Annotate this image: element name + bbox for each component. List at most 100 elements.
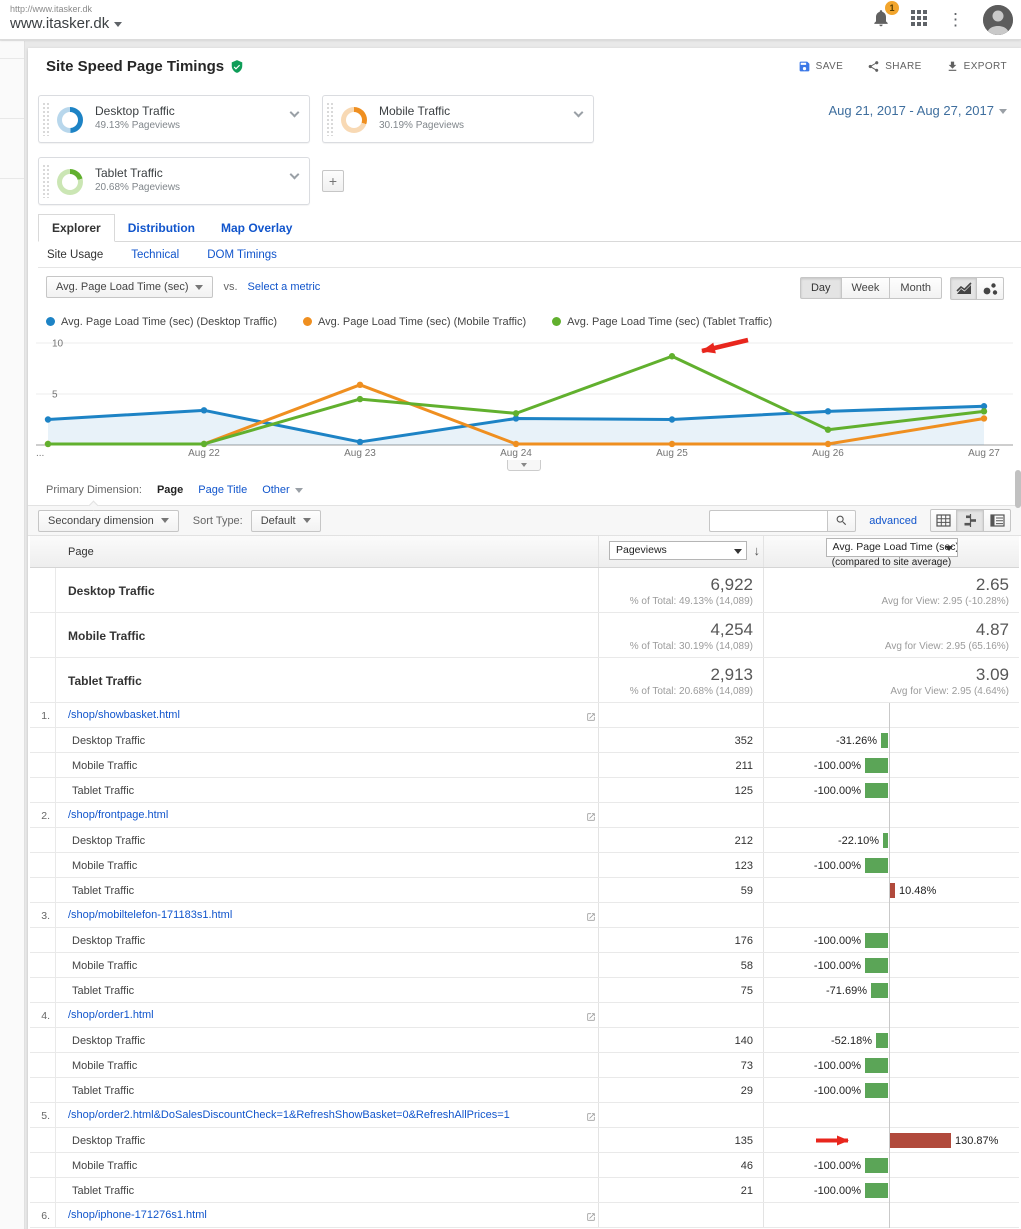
granularity-month-button[interactable]: Month [890, 277, 942, 299]
page-link[interactable]: /shop/order2.html&DoSalesDiscountCheck=1… [68, 1109, 510, 1121]
bar-axis-line [889, 953, 890, 978]
segment-donut-icon [341, 107, 367, 133]
segment-row-name: Tablet Traffic [72, 985, 135, 997]
legend-label: Avg. Page Load Time (sec) (Tablet Traffi… [567, 316, 773, 328]
secondary-dimension-dropdown[interactable]: Secondary dimension [38, 509, 179, 532]
bar-axis-line [889, 778, 890, 803]
line-chart-button[interactable] [950, 277, 977, 300]
vs-label: vs. [223, 281, 238, 293]
page-scrollbar-thumb[interactable] [1015, 470, 1021, 508]
traffic-sub-row: Tablet Traffic 59 10.48% [30, 878, 1019, 903]
pageviews-value: 21 [740, 1185, 753, 1197]
chevron-down-icon [302, 518, 311, 523]
date-range-selector[interactable]: Aug 21, 2017 - Aug 27, 2017 [828, 103, 1007, 118]
share-button[interactable]: SHARE [867, 60, 921, 73]
segment-row-name: Desktop Traffic [72, 935, 146, 947]
open-page-button[interactable] [586, 1209, 596, 1227]
collapsed-sidebar[interactable] [0, 41, 25, 1229]
load-time-metric-select[interactable]: Avg. Page Load Time (sec) [825, 538, 958, 557]
chevron-down-icon[interactable] [573, 107, 584, 118]
delta-value: -100.00% [813, 1060, 861, 1072]
page-link[interactable]: /shop/showbasket.html [68, 709, 180, 721]
delta-value: -100.00% [813, 860, 861, 872]
traffic-sub-row: Tablet Traffic 21 -100.00% [30, 1178, 1019, 1203]
table-search-input[interactable] [709, 509, 828, 532]
delta-value: 130.87% [955, 1135, 999, 1147]
page-link[interactable]: /shop/mobiltelefon-171183s1.html [68, 909, 233, 921]
sort-type-dropdown[interactable]: Default [250, 509, 321, 532]
pivot-view-button[interactable] [984, 509, 1011, 532]
comparison-view-button[interactable] [957, 509, 984, 532]
segment-card-mobile[interactable]: Mobile Traffic 30.19% Pageviews [322, 95, 594, 143]
subtab-site-usage[interactable]: Site Usage [47, 248, 104, 261]
select-metric-link[interactable]: Select a metric [247, 281, 321, 293]
granularity-day-button[interactable]: Day [799, 277, 842, 299]
data-view-button[interactable] [930, 509, 957, 532]
notifications-button[interactable]: 1 [871, 0, 899, 33]
avg-for-view: Avg for View: 2.95 (65.16%) [884, 641, 1009, 652]
segment-row-name: Mobile Traffic [72, 1060, 138, 1072]
open-page-button[interactable] [586, 909, 596, 927]
open-page-button[interactable] [586, 1009, 596, 1027]
page-link[interactable]: /shop/order1.html [68, 1009, 154, 1021]
legend-dot [552, 317, 562, 326]
subtab-dom-timings[interactable]: DOM Timings [207, 248, 277, 261]
drag-handle-icon[interactable] [326, 102, 334, 136]
table-body: Desktop Traffic 6,922 % of Total: 49.13% (… [30, 568, 1019, 1228]
user-avatar[interactable] [983, 5, 1013, 35]
tab-map-overlay[interactable]: Map Overlay [221, 221, 293, 235]
open-page-button[interactable] [586, 809, 596, 827]
drag-handle-icon[interactable] [42, 164, 50, 198]
svg-text:Aug 27: Aug 27 [968, 448, 1000, 459]
subtab-technical[interactable]: Technical [131, 248, 180, 261]
external-link-icon [587, 1213, 595, 1221]
segment-card-desktop[interactable]: Desktop Traffic 49.13% Pageviews [38, 95, 310, 143]
export-icon [948, 61, 956, 71]
open-page-button[interactable] [586, 1109, 596, 1127]
segment-card-tablet[interactable]: Tablet Traffic 20.68% Pageviews [38, 157, 310, 205]
account-selector[interactable]: www.itasker.dk [10, 15, 123, 32]
row-index: 5. [30, 1103, 56, 1127]
legend-dot [303, 317, 313, 326]
tab-distribution[interactable]: Distribution [127, 221, 196, 235]
page-title: Site Speed Page Timings [46, 58, 225, 75]
export-label: EXPORT [963, 61, 1007, 72]
delta-value: -100.00% [813, 935, 861, 947]
more-options-button[interactable]: ⋮ [947, 10, 964, 29]
apps-grid-button[interactable] [910, 9, 928, 32]
traffic-sub-row: Mobile Traffic 123 -100.00% [30, 853, 1019, 878]
annotations-expander[interactable] [507, 460, 541, 471]
motion-chart-button[interactable] [977, 277, 1004, 300]
chevron-down-icon[interactable] [289, 169, 300, 180]
bar-axis-line [889, 1028, 890, 1053]
metric-group-tabs: Site Usage Technical DOM Timings [38, 242, 1021, 268]
page-link[interactable]: /shop/frontpage.html [68, 809, 169, 821]
segment-detail: 49.13% Pageviews [95, 120, 181, 131]
svg-text:Aug 23: Aug 23 [344, 448, 376, 459]
page-link[interactable]: /shop/iphone-171276s1.html [68, 1209, 207, 1221]
dimension-other[interactable]: Other [262, 484, 303, 496]
open-page-button[interactable] [586, 709, 596, 727]
save-button[interactable]: SAVE [798, 60, 844, 73]
chevron-down-icon [160, 518, 169, 523]
segment-row-name: Mobile Traffic [72, 760, 138, 772]
add-segment-button[interactable]: + [322, 170, 344, 192]
pageviews-value: 212 [734, 835, 753, 847]
advanced-search-link[interactable]: advanced [869, 514, 917, 527]
granularity-week-button[interactable]: Week [841, 277, 891, 299]
date-range-label: Aug 21, 2017 - Aug 27, 2017 [828, 103, 994, 118]
tab-explorer[interactable]: Explorer [38, 214, 115, 242]
chevron-down-icon[interactable] [289, 107, 300, 118]
export-button[interactable]: EXPORT [946, 60, 1007, 73]
external-link-icon [587, 1013, 595, 1021]
bar-axis-line [889, 1078, 890, 1103]
metric-dropdown[interactable]: Avg. Page Load Time (sec) [46, 276, 214, 298]
page-column-header: Page [68, 546, 94, 558]
sort-descending-icon[interactable]: ↓ [753, 543, 761, 558]
traffic-sub-row: Mobile Traffic 46 -100.00% [30, 1153, 1019, 1178]
drag-handle-icon[interactable] [42, 102, 50, 136]
dimension-page-title[interactable]: Page Title [198, 484, 248, 496]
search-button[interactable] [827, 509, 857, 532]
pageviews-value: 125 [734, 785, 753, 797]
pageviews-metric-select[interactable]: Pageviews [609, 541, 747, 560]
